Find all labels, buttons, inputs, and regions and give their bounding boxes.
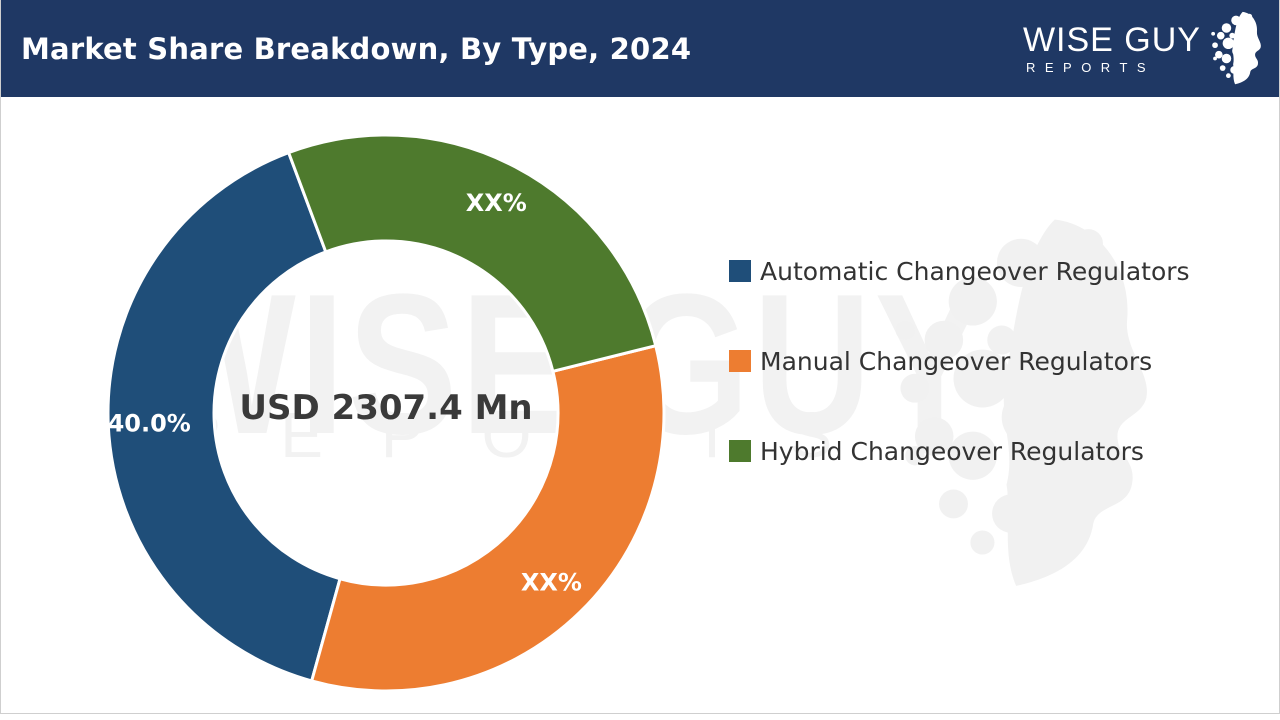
slice-percent-label: 40.0% bbox=[108, 409, 191, 437]
legend-swatch-hybrid bbox=[729, 440, 751, 462]
wiseguy-face-icon bbox=[1211, 11, 1261, 84]
page-title: Market Share Breakdown, By Type, 2024 bbox=[21, 31, 692, 66]
brand-logo: WISE GUY REPORTS bbox=[1023, 9, 1267, 89]
slice-percent-label: XX% bbox=[521, 569, 582, 597]
legend-label: Automatic Changeover Regulators bbox=[760, 256, 1190, 286]
donut-center-value: USD 2307.4 Mn bbox=[239, 388, 532, 428]
brand-name: WISE GUY bbox=[1022, 20, 1201, 59]
legend-label: Manual Changeover Regulators bbox=[760, 346, 1153, 376]
brand-subtitle: REPORTS bbox=[1025, 59, 1156, 75]
legend-item-automatic: Automatic Changeover Regulators bbox=[729, 249, 1190, 293]
donut-slice-1 bbox=[106, 151, 342, 683]
donut-slice-2 bbox=[310, 344, 666, 693]
brand-wordmark: WISE GUY REPORTS bbox=[1023, 23, 1201, 75]
legend-item-hybrid: Hybrid Changeover Regulators bbox=[729, 429, 1190, 473]
donut-slice-3 bbox=[287, 133, 658, 373]
slice-percent-label: XX% bbox=[466, 189, 527, 217]
chart-legend: Automatic Changeover Regulators Manual C… bbox=[729, 249, 1190, 519]
legend-label: Hybrid Changeover Regulators bbox=[760, 436, 1144, 466]
header-bar: Market Share Breakdown, By Type, 2024 WI… bbox=[1, 0, 1279, 97]
watermark-reports: REPORTS bbox=[176, 399, 891, 471]
legend-item-manual: Manual Changeover Regulators bbox=[729, 339, 1190, 383]
donut-chart: USD 2307.4 Mn 40.0% XX% XX% bbox=[86, 113, 686, 713]
legend-swatch-automatic bbox=[729, 260, 751, 282]
legend-swatch-manual bbox=[729, 350, 751, 372]
